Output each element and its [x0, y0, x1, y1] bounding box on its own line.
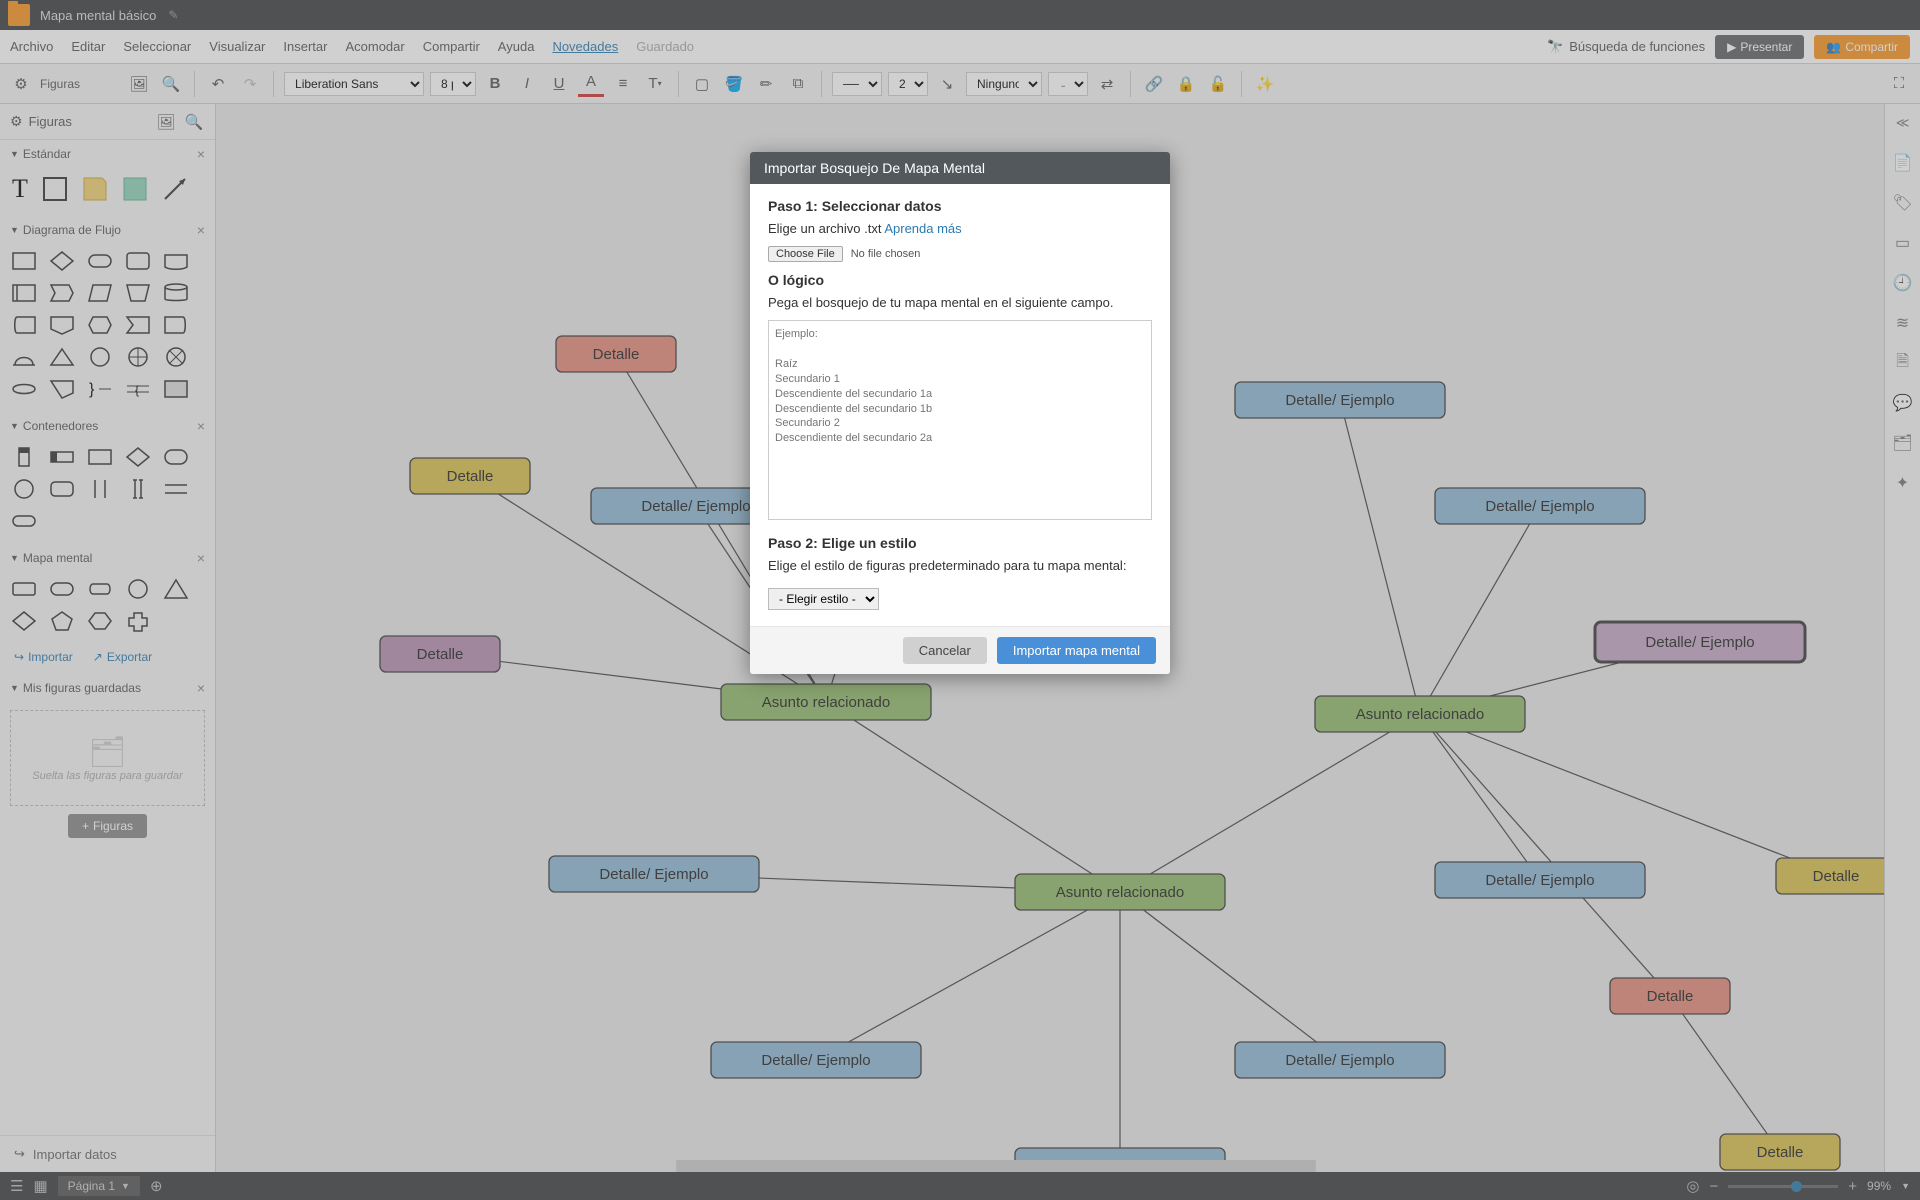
- paste-instruction: Pega el bosquejo de tu mapa mental en el…: [768, 294, 1152, 312]
- style-select[interactable]: - Elegir estilo -: [768, 588, 879, 610]
- step1-title: Paso 1: Seleccionar datos: [768, 198, 1152, 214]
- import-button[interactable]: Importar mapa mental: [997, 637, 1156, 664]
- file-chooser-row: Choose File No file chosen: [768, 246, 1152, 262]
- step1-text: Elige un archivo .txt Aprenda más: [768, 220, 1152, 238]
- ologico-title: O lógico: [768, 272, 1152, 288]
- dialog-title: Importar Bosquejo De Mapa Mental: [750, 152, 1170, 184]
- cancel-button[interactable]: Cancelar: [903, 637, 987, 664]
- step2-text: Elige el estilo de figuras predeterminad…: [768, 557, 1152, 575]
- no-file-label: No file chosen: [851, 248, 921, 260]
- outline-textarea[interactable]: [768, 320, 1152, 520]
- choose-file-button[interactable]: Choose File: [768, 246, 843, 262]
- dialog-footer: Cancelar Importar mapa mental: [750, 626, 1170, 674]
- learn-more-link[interactable]: Aprenda más: [884, 221, 961, 236]
- import-dialog: Importar Bosquejo De Mapa Mental Paso 1:…: [750, 152, 1170, 674]
- step2-title: Paso 2: Elige un estilo: [768, 535, 1152, 551]
